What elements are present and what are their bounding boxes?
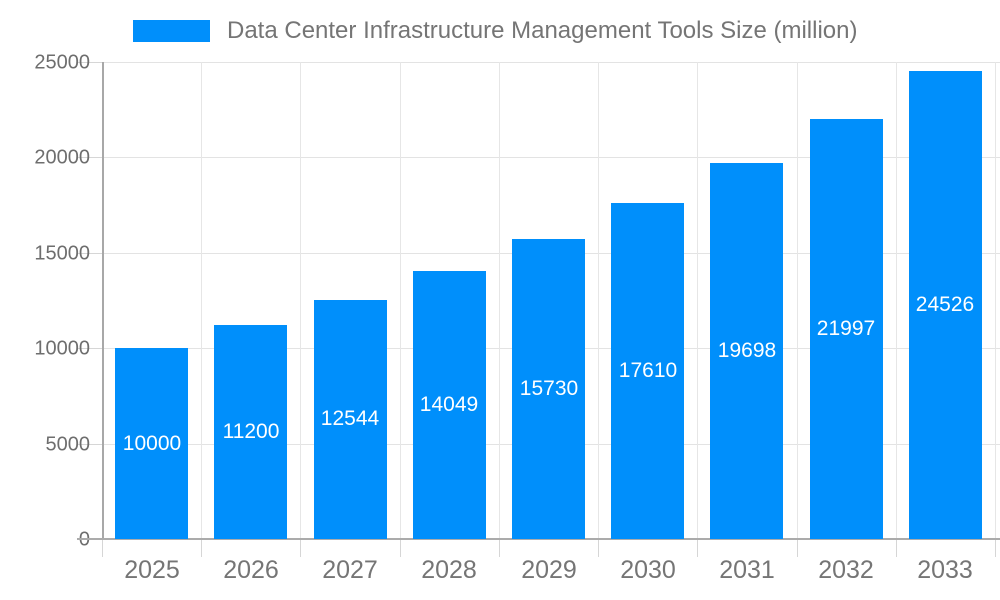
- bar-2030[interactable]: [611, 203, 684, 539]
- gridline-vertical: [201, 62, 202, 539]
- x-axis-tick: [797, 539, 798, 557]
- x-tick-label: 2030: [620, 556, 676, 584]
- x-tick-label: 2033: [917, 556, 973, 584]
- bar-2025[interactable]: [115, 348, 188, 539]
- bar-2033[interactable]: [909, 71, 982, 539]
- x-axis-tick: [300, 539, 301, 557]
- x-axis-tick: [896, 539, 897, 557]
- bar-2026[interactable]: [214, 325, 287, 539]
- y-axis-line: [102, 62, 104, 539]
- gridline-vertical: [598, 62, 599, 539]
- legend-item[interactable]: Data Center Infrastructure Management To…: [133, 17, 858, 45]
- x-tick-label: 2026: [223, 556, 279, 584]
- y-tick-label: 10000: [34, 337, 90, 360]
- x-tick-label: 2027: [322, 556, 378, 584]
- x-tick-label: 2025: [124, 556, 180, 584]
- bar-2028[interactable]: [413, 271, 486, 539]
- y-axis-tick: [77, 62, 102, 63]
- x-axis-tick: [102, 539, 103, 557]
- gridline-horizontal: [102, 157, 1000, 158]
- x-tick-label: 2029: [521, 556, 577, 584]
- y-axis-tick: [77, 253, 102, 254]
- x-axis-tick: [995, 539, 996, 557]
- y-tick-label: 0: [0, 529, 90, 552]
- gridline-vertical: [300, 62, 301, 539]
- x-axis-line: [77, 538, 1000, 540]
- x-axis-tick: [598, 539, 599, 557]
- gridline-vertical: [499, 62, 500, 539]
- gridline-horizontal: [102, 62, 1000, 63]
- y-tick-label: 20000: [34, 146, 90, 169]
- gridline-vertical: [995, 62, 996, 539]
- x-tick-label: 2028: [421, 556, 477, 584]
- y-axis-tick: [77, 444, 102, 445]
- x-tick-label: 2031: [719, 556, 775, 584]
- y-tick-label: 15000: [34, 242, 90, 265]
- bar-2031[interactable]: [710, 163, 783, 539]
- legend-label: Data Center Infrastructure Management To…: [227, 17, 858, 44]
- x-axis-tick: [499, 539, 500, 557]
- gridline-vertical: [697, 62, 698, 539]
- y-tick-label: 25000: [34, 51, 90, 74]
- x-tick-label: 2032: [818, 556, 874, 584]
- legend-swatch: [133, 20, 210, 42]
- y-axis-tick: [77, 348, 102, 349]
- bar-2029[interactable]: [512, 239, 585, 539]
- bar-2027[interactable]: [314, 300, 387, 539]
- gridline-vertical: [896, 62, 897, 539]
- x-axis-tick: [201, 539, 202, 557]
- x-axis-tick: [697, 539, 698, 557]
- bar-2032[interactable]: [810, 119, 883, 539]
- y-tick-label: 5000: [45, 433, 91, 456]
- gridline-vertical: [797, 62, 798, 539]
- x-axis-tick: [400, 539, 401, 557]
- y-axis-tick: [77, 157, 102, 158]
- gridline-vertical: [400, 62, 401, 539]
